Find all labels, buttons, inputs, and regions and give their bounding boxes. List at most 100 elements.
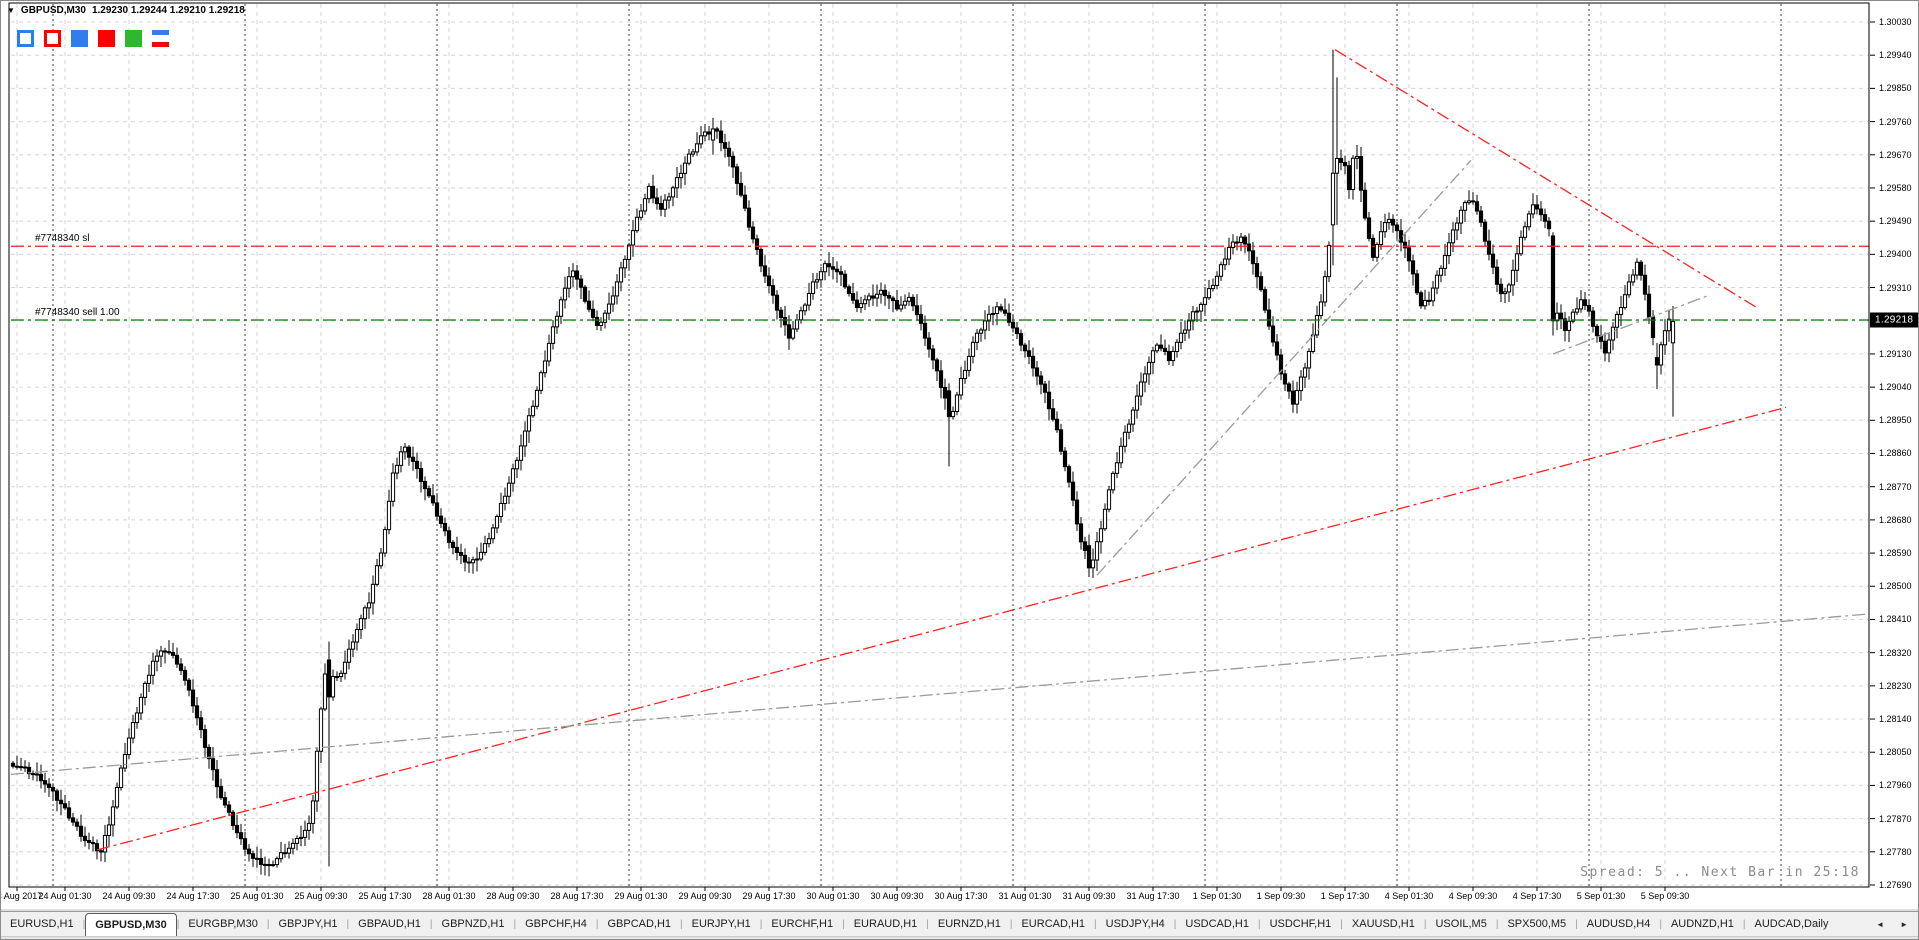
- price-axis-label: 1.27960: [1879, 780, 1912, 791]
- price-axis-label: 1.28500: [1879, 581, 1912, 592]
- tab-gbpcad-h1[interactable]: GBPCAD,H1: [607, 918, 672, 930]
- chart-titlebar: ▼ GBPUSD,M30 1.29230 1.29244 1.29210 1.2…: [7, 5, 245, 16]
- color-swatch-toolbar: [17, 30, 179, 47]
- tab-separator: |: [176, 918, 180, 930]
- price-axis-label: 1.29580: [1879, 182, 1912, 193]
- tab-eurgbp-m30[interactable]: EURGBP,M30: [188, 918, 258, 930]
- square-fill-blue[interactable]: [71, 30, 88, 47]
- time-axis-label: 30 Aug 01:30: [806, 891, 860, 901]
- stop-loss-line-label: #7748340 sl: [35, 233, 90, 245]
- time-axis-label: 30 Aug 09:30: [870, 891, 924, 901]
- tab-usdcad-h1[interactable]: USDCAD,H1: [1185, 918, 1249, 930]
- square-fill-green[interactable]: [125, 30, 142, 47]
- time-axis-label: 25 Aug 09:30: [294, 891, 348, 901]
- tab-scroll-right-icon[interactable]: ►: [1900, 919, 1908, 929]
- time-axis-label: 24 Aug 01:30: [38, 891, 92, 901]
- tab-gbpjpy-h1[interactable]: GBPJPY,H1: [278, 918, 338, 930]
- window-bottom-edge: [1, 936, 1918, 939]
- price-axis-label: 1.27690: [1879, 879, 1912, 890]
- time-axis-label: 1 Sep 17:30: [1320, 891, 1370, 901]
- time-axis-label: 24 Aug 17:30: [166, 891, 220, 901]
- tab-gbpchf-h4[interactable]: GBPCHF,H4: [525, 918, 587, 930]
- time-axis-label: 28 Aug 09:30: [486, 891, 540, 901]
- chart-menu-triangle-icon[interactable]: ▼: [7, 5, 15, 15]
- tab-eurnzd-h1[interactable]: EURNZD,H1: [937, 918, 1001, 930]
- time-axis-label: 25 Aug 17:30: [358, 891, 412, 901]
- price-axis-label: 1.29130: [1879, 348, 1912, 359]
- price-axis-label: 1.28770: [1879, 481, 1912, 492]
- time-axis-label: 5 Sep 01:30: [1576, 891, 1626, 901]
- tab-audusd-h4[interactable]: AUDUSD,H4: [1586, 918, 1651, 930]
- tab-separator: |: [1257, 918, 1261, 930]
- time-axis-label: 28 Aug 17:30: [550, 891, 604, 901]
- ohlc-quote-label: 1.29230 1.29244 1.29210 1.29218: [91, 5, 245, 16]
- time-axis-label: 25 Aug 01:30: [230, 891, 284, 901]
- time-axis-label: 29 Aug 17:30: [742, 891, 796, 901]
- tab-separator: |: [759, 918, 763, 930]
- time-axis-label: 31 Aug 17:30: [1126, 891, 1180, 901]
- tab-usdjpy-h4[interactable]: USDJPY,H4: [1105, 918, 1165, 930]
- time-axis-label: 28 Aug 01:30: [422, 891, 476, 901]
- tab-gbpaud-h1[interactable]: GBPAUD,H1: [358, 918, 421, 930]
- tab-separator: |: [1009, 918, 1013, 930]
- tab-separator: |: [1340, 918, 1343, 930]
- price-axis-label: 1.29940: [1879, 50, 1912, 61]
- tab-eurjpy-h1[interactable]: EURJPY,H1: [691, 918, 751, 930]
- tab-separator: |: [1575, 918, 1578, 930]
- tab-gbpusd-m30[interactable]: GBPUSD,M30: [85, 913, 177, 936]
- tab-separator: |: [926, 918, 929, 930]
- tab-xauusd-h1[interactable]: XAUUSD,H1: [1351, 918, 1415, 930]
- price-axis-label: 1.28320: [1879, 647, 1912, 658]
- tab-separator: |: [1094, 918, 1097, 930]
- square-fill-red[interactable]: [98, 30, 115, 47]
- tab-separator: |: [1423, 918, 1427, 930]
- tab-scroll-left-icon[interactable]: ◄: [1876, 919, 1885, 929]
- tab-eurcad-h1[interactable]: EURCAD,H1: [1021, 918, 1086, 930]
- bar-swatch-segment: [152, 42, 169, 47]
- price-axis-label: 1.28230: [1879, 680, 1912, 691]
- tab-usdchf-h1[interactable]: USDCHF,H1: [1269, 918, 1332, 930]
- tab-euraud-h1[interactable]: EURAUD,H1: [853, 918, 918, 930]
- open-sell-line-label: #7748340 sell 1.00: [35, 306, 120, 318]
- time-axis-label: 23 Aug 2017: [1, 891, 43, 901]
- square-outline-blue[interactable]: [17, 30, 34, 47]
- tab-separator: |: [842, 918, 845, 930]
- time-axis-label: 1 Sep 09:30: [1256, 891, 1306, 901]
- price-axis-label: 1.28050: [1879, 747, 1912, 758]
- price-axis-label: 1.29490: [1879, 216, 1912, 227]
- tab-gbpnzd-h1[interactable]: GBPNZD,H1: [441, 918, 505, 930]
- time-axis-label: 4 Sep 01:30: [1384, 891, 1434, 901]
- time-axis-label: 4 Sep 09:30: [1448, 891, 1498, 901]
- tab-audnzd-h1[interactable]: AUDNZD,H1: [1670, 918, 1734, 930]
- price-axis-label: 1.30030: [1879, 17, 1912, 27]
- chart-tab-bar: EURUSD,H1 | GBPUSD,M30 | EURGBP,M30 | GBPJPY,H…: [1, 911, 1918, 936]
- current-price-badge: 1.29218: [1870, 312, 1918, 328]
- time-axis-label: 29 Aug 09:30: [678, 891, 732, 901]
- tab-audcad-daily[interactable]: AUDCAD,Daily: [1754, 918, 1829, 930]
- price-axis-label: 1.27780: [1879, 846, 1912, 857]
- tab-separator: |: [346, 918, 350, 930]
- tab-separator: |: [680, 918, 683, 930]
- tab-separator: |: [266, 918, 270, 930]
- tab-separator: |: [595, 918, 599, 930]
- price-axis-label: 1.28860: [1879, 448, 1912, 459]
- time-axis-label: 4 Sep 17:30: [1512, 891, 1562, 901]
- time-axis-label: 5 Sep 09:30: [1640, 891, 1690, 901]
- tab-scroll-arrows: ◄ ►: [1876, 912, 1918, 936]
- square-outline-red[interactable]: [44, 30, 61, 47]
- tab-eurchf-h1[interactable]: EURCHF,H1: [771, 918, 834, 930]
- tab-eurusd-h1[interactable]: EURUSD,H1: [10, 918, 74, 930]
- price-axis-label: 1.29310: [1879, 282, 1912, 293]
- price-axis-label: 1.28410: [1879, 614, 1912, 625]
- price-axis-label: 1.28950: [1879, 415, 1912, 426]
- bars-blue-red[interactable]: [152, 30, 169, 47]
- time-axis-label: 31 Aug 01:30: [998, 891, 1052, 901]
- price-axis[interactable]: 1.30030 1.29940 1.29850 1.29760 1.29670 1.295…: [1870, 1, 1918, 890]
- tab-usoil-m5[interactable]: USOIL,M5: [1435, 918, 1487, 930]
- price-axis-label: 1.29400: [1879, 249, 1912, 260]
- tab-spx500-m5[interactable]: SPX500,M5: [1507, 918, 1567, 930]
- price-axis-label: 1.27870: [1879, 813, 1912, 824]
